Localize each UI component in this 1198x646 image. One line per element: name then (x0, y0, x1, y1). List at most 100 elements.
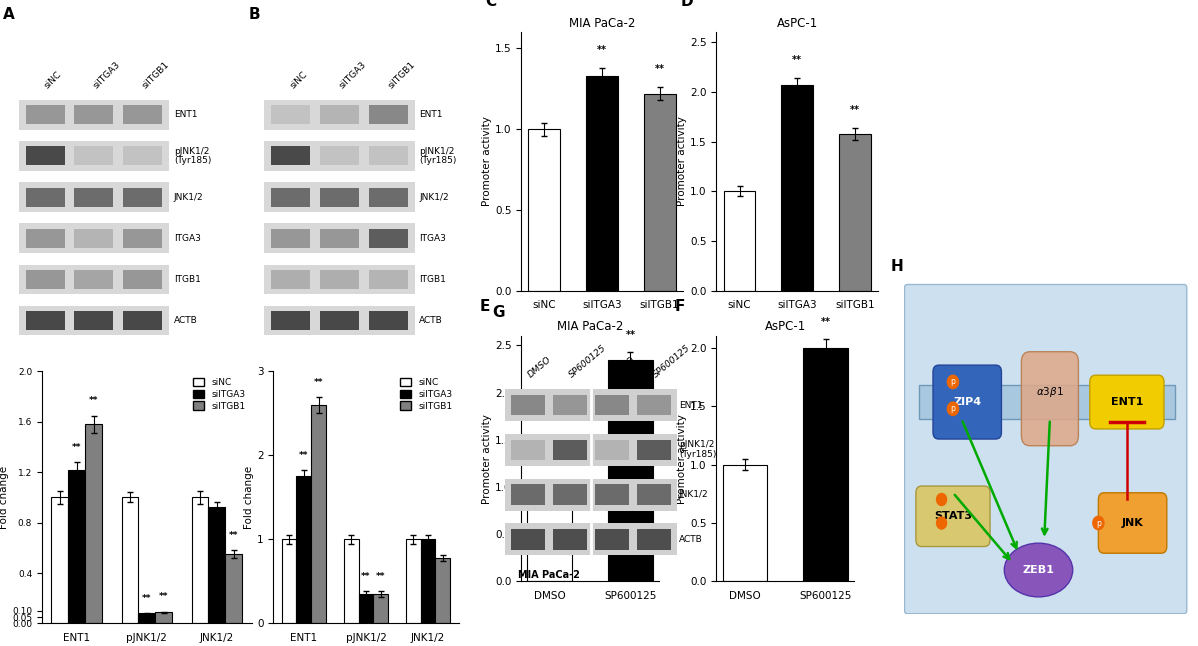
Bar (74, 229, 114, 247)
Title: AsPC-1: AsPC-1 (776, 17, 818, 30)
Bar (637, 439, 671, 460)
Bar (68, 470, 85, 623)
Bar (123, 311, 162, 329)
Bar (74, 311, 114, 329)
Title: AsPC-1: AsPC-1 (764, 320, 806, 333)
Text: siITGB1: siITGB1 (386, 60, 417, 91)
Bar (19, 100, 169, 130)
Bar (265, 141, 415, 171)
Text: siNC: siNC (43, 70, 63, 91)
Y-axis label: Fold change: Fold change (0, 466, 10, 529)
Bar (311, 405, 326, 623)
Text: E: E (479, 299, 490, 315)
Bar (138, 613, 156, 623)
Text: B: B (249, 7, 260, 23)
Bar (271, 270, 310, 289)
Text: H: H (890, 260, 903, 275)
Bar (512, 439, 545, 460)
Bar (506, 523, 677, 556)
Bar (208, 508, 225, 623)
Bar (512, 395, 545, 415)
Text: siITGA3: siITGA3 (92, 60, 122, 91)
Bar (369, 187, 407, 207)
Bar (643, 94, 676, 291)
Bar (512, 484, 545, 505)
Text: **: ** (362, 572, 370, 581)
Title: MIA PaCa-2: MIA PaCa-2 (557, 320, 623, 333)
Text: siITGA3: siITGA3 (338, 60, 368, 91)
Bar (320, 187, 359, 207)
Text: ENT1: ENT1 (419, 110, 443, 120)
Legend: siNC, siITGA3, siITGB1: siNC, siITGA3, siITGB1 (192, 376, 247, 412)
Text: MIA PaCa-2: MIA PaCa-2 (59, 371, 129, 382)
Bar (265, 306, 415, 335)
Y-axis label: Fold change: Fold change (244, 466, 254, 529)
Bar (19, 264, 169, 294)
Bar (25, 270, 65, 289)
Bar (225, 554, 242, 623)
Bar (25, 229, 65, 247)
Text: p: p (950, 377, 955, 386)
Bar (265, 100, 415, 130)
Text: **: ** (625, 329, 635, 340)
Bar (595, 484, 629, 505)
Bar (74, 105, 114, 124)
Bar (506, 434, 677, 466)
Text: JNK1/2: JNK1/2 (174, 193, 204, 202)
Bar (85, 424, 102, 623)
Bar (369, 270, 407, 289)
Bar (722, 464, 767, 581)
Text: JNK: JNK (1121, 518, 1143, 528)
Text: ACTB: ACTB (174, 316, 198, 325)
Bar (320, 311, 359, 329)
Bar (436, 558, 450, 623)
Bar (19, 306, 169, 335)
Bar (19, 224, 169, 253)
Text: pJNK1/2
(Tyr185): pJNK1/2 (Tyr185) (174, 147, 211, 165)
Bar (123, 105, 162, 124)
Bar (271, 311, 310, 329)
Bar (156, 612, 173, 623)
Y-axis label: Promoter activity: Promoter activity (482, 116, 492, 207)
Text: ZIP4: ZIP4 (954, 397, 981, 407)
Text: D: D (680, 0, 694, 10)
Bar (406, 539, 420, 623)
Bar (553, 439, 587, 460)
Bar (19, 141, 169, 171)
Bar (595, 529, 629, 550)
Text: G: G (492, 306, 504, 320)
Ellipse shape (1004, 543, 1072, 597)
Text: **: ** (143, 594, 151, 603)
Circle shape (936, 493, 948, 506)
Text: ITGA3: ITGA3 (419, 234, 446, 243)
Bar (595, 395, 629, 415)
Bar (271, 147, 310, 165)
Text: **: ** (821, 317, 830, 327)
Bar (52, 497, 68, 623)
Bar (271, 105, 310, 124)
Bar (25, 311, 65, 329)
Bar (506, 479, 677, 510)
Text: AsPC-1: AsPC-1 (317, 371, 362, 382)
Text: JNK1/2: JNK1/2 (419, 193, 449, 202)
Bar (123, 147, 162, 165)
Bar (265, 224, 415, 253)
Bar (586, 76, 618, 291)
FancyBboxPatch shape (1022, 351, 1078, 446)
Bar (25, 105, 65, 124)
Text: pJNK1/2
(Tyr185): pJNK1/2 (Tyr185) (679, 441, 716, 459)
Bar (19, 182, 169, 212)
FancyBboxPatch shape (1099, 493, 1167, 553)
Bar (553, 395, 587, 415)
Bar (369, 147, 407, 165)
Text: SP600125: SP600125 (568, 344, 609, 380)
Bar (123, 270, 162, 289)
Text: DMSO: DMSO (610, 355, 636, 380)
Text: ENT1: ENT1 (174, 110, 198, 120)
Text: ITGB1: ITGB1 (419, 275, 446, 284)
Text: AsPC-1: AsPC-1 (613, 570, 652, 580)
Bar (296, 477, 311, 623)
Bar (25, 187, 65, 207)
Text: $\alpha$3$\beta$1: $\alpha$3$\beta$1 (1036, 385, 1064, 399)
Bar (528, 129, 561, 291)
